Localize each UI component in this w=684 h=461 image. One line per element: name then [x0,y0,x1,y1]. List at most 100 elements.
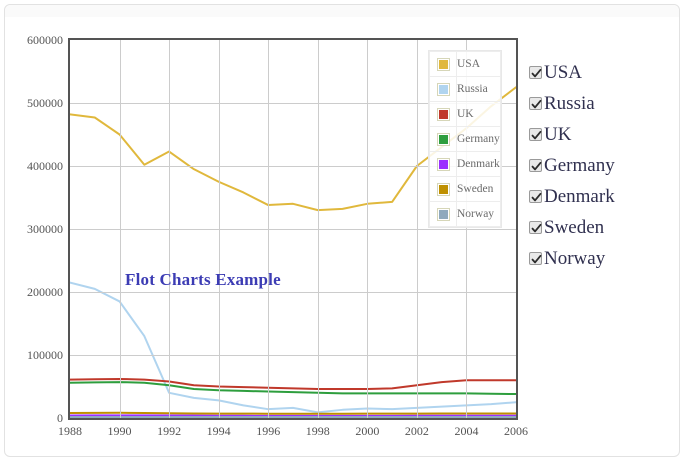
series-toggle-label: UK [544,123,572,145]
checkbox-uk[interactable] [529,128,542,141]
gridline-vertical [169,40,170,418]
series-toggle-label: Germany [544,154,615,176]
legend-color-swatch [436,207,450,221]
x-axis-tick-label: 2000 [355,424,380,438]
checkbox-sweden[interactable] [529,221,542,234]
x-axis-tick-label: 1992 [157,424,182,438]
series-lines [70,86,516,418]
legend-swatch-cell [429,76,457,102]
x-axis-ticks: 1988 1990 1992 1994 1996 1998 2000 2002 2004 2006 [58,424,528,442]
series-toggle-label: Russia [544,92,595,114]
series-toggle-sweden[interactable]: Sweden [529,212,679,243]
y-axis-tick-label: 0 [57,411,63,425]
legend-color-fill [438,159,448,169]
series-toggle-label: USA [544,61,583,83]
legend-color-swatch [436,132,450,146]
chart-legend: USA Russia UK Germany Denmark Sweden Norway [428,50,502,228]
legend-label: Germany [456,126,501,152]
series-toggle-label: Norway [544,247,606,269]
series-toggle-list[interactable]: USA Russia UK Germany Denmark Sweden Norway [529,57,679,274]
gridline-horizontal [70,355,516,356]
y-axis-tick-label: 200000 [27,285,63,299]
x-axis-tick-label: 1996 [256,424,281,438]
chart-legend-row: Sweden [429,176,501,202]
gridline-horizontal [70,166,516,167]
legend-color-fill [438,209,448,219]
check-icon [531,68,542,78]
legend-label: Norway [456,201,501,227]
check-icon [531,223,542,233]
x-axis-tick-label: 2002 [404,424,429,438]
series-toggle-uk[interactable]: UK [529,119,679,150]
gridline-vertical [367,40,368,418]
chart-legend-row: Denmark [429,151,501,177]
chart-legend-row: Russia [429,76,501,102]
legend-color-swatch [436,157,450,171]
check-icon [531,161,542,171]
series-line-germany [70,381,516,396]
chart-legend-row: Norway [429,201,501,227]
gridline-vertical [466,40,467,418]
series-line-sweden [70,411,516,415]
y-axis-tick-label: 400000 [27,159,63,173]
gridline-vertical [417,40,418,418]
series-line-uk [70,377,516,391]
legend-color-fill [438,109,448,119]
series-toggle-label: Denmark [544,185,615,207]
legend-color-fill [438,59,448,69]
series-toggle-norway[interactable]: Norway [529,243,679,274]
gridline-horizontal [70,292,516,293]
x-axis-tick-label: 1998 [305,424,330,438]
legend-color-fill [438,84,448,94]
check-icon [531,130,542,140]
gridline-horizontal [70,229,516,230]
check-icon [531,99,542,109]
flot-chart[interactable]: 600000 500000 400000 300000 200000 100000 0 19… [15,15,528,455]
chart-legend-table: USA Russia UK Germany Denmark Sweden Norway [429,51,501,227]
checkbox-usa[interactable] [529,66,542,79]
legend-label: Sweden [456,176,501,202]
chart-legend-row: UK [429,101,501,127]
legend-color-swatch [436,82,450,96]
check-icon [531,192,542,202]
gridline-horizontal [70,103,516,104]
panel-top-shade [5,5,679,17]
y-axis-tick-label: 300000 [27,222,63,236]
legend-color-swatch [436,107,450,121]
gridline-vertical [120,40,121,418]
gridline-vertical [318,40,319,418]
y-axis-tick-label: 500000 [27,96,63,110]
series-toggle-label: Sweden [544,216,605,238]
legend-swatch-cell [429,151,457,177]
x-axis-tick-label: 1988 [58,424,82,438]
legend-swatch-cell [429,176,457,202]
checkbox-norway[interactable] [529,252,542,265]
series-toggle-usa[interactable]: USA [529,57,679,88]
legend-swatch-cell [429,126,457,152]
x-axis-tick-label: 1990 [107,424,132,438]
x-axis-tick-label: 2004 [454,424,479,438]
legend-swatch-cell [429,51,457,77]
x-axis-tick-label: 2006 [504,424,528,438]
series-line-denmark [70,414,516,417]
legend-color-fill [438,134,448,144]
gridline-vertical [268,40,269,418]
legend-label: UK [456,101,501,127]
legend-label: Russia [456,76,501,102]
legend-swatch-cell [429,101,457,127]
series-toggle-denmark[interactable]: Denmark [529,181,679,212]
check-icon [531,254,542,264]
series-toggle-russia[interactable]: Russia [529,88,679,119]
chart-legend-body: USA Russia UK Germany Denmark Sweden Norway [429,51,501,227]
checkbox-russia[interactable] [529,97,542,110]
checkbox-denmark[interactable] [529,190,542,203]
series-toggle-germany[interactable]: Germany [529,150,679,181]
series-line-russia [70,281,516,414]
checkbox-germany[interactable] [529,159,542,172]
chart-title: Flot Charts Example [125,270,281,289]
legend-swatch-cell [429,201,457,227]
chart-legend-row: USA [429,51,501,77]
legend-label: Denmark [456,151,501,177]
y-axis-tick-label: 100000 [27,348,63,362]
